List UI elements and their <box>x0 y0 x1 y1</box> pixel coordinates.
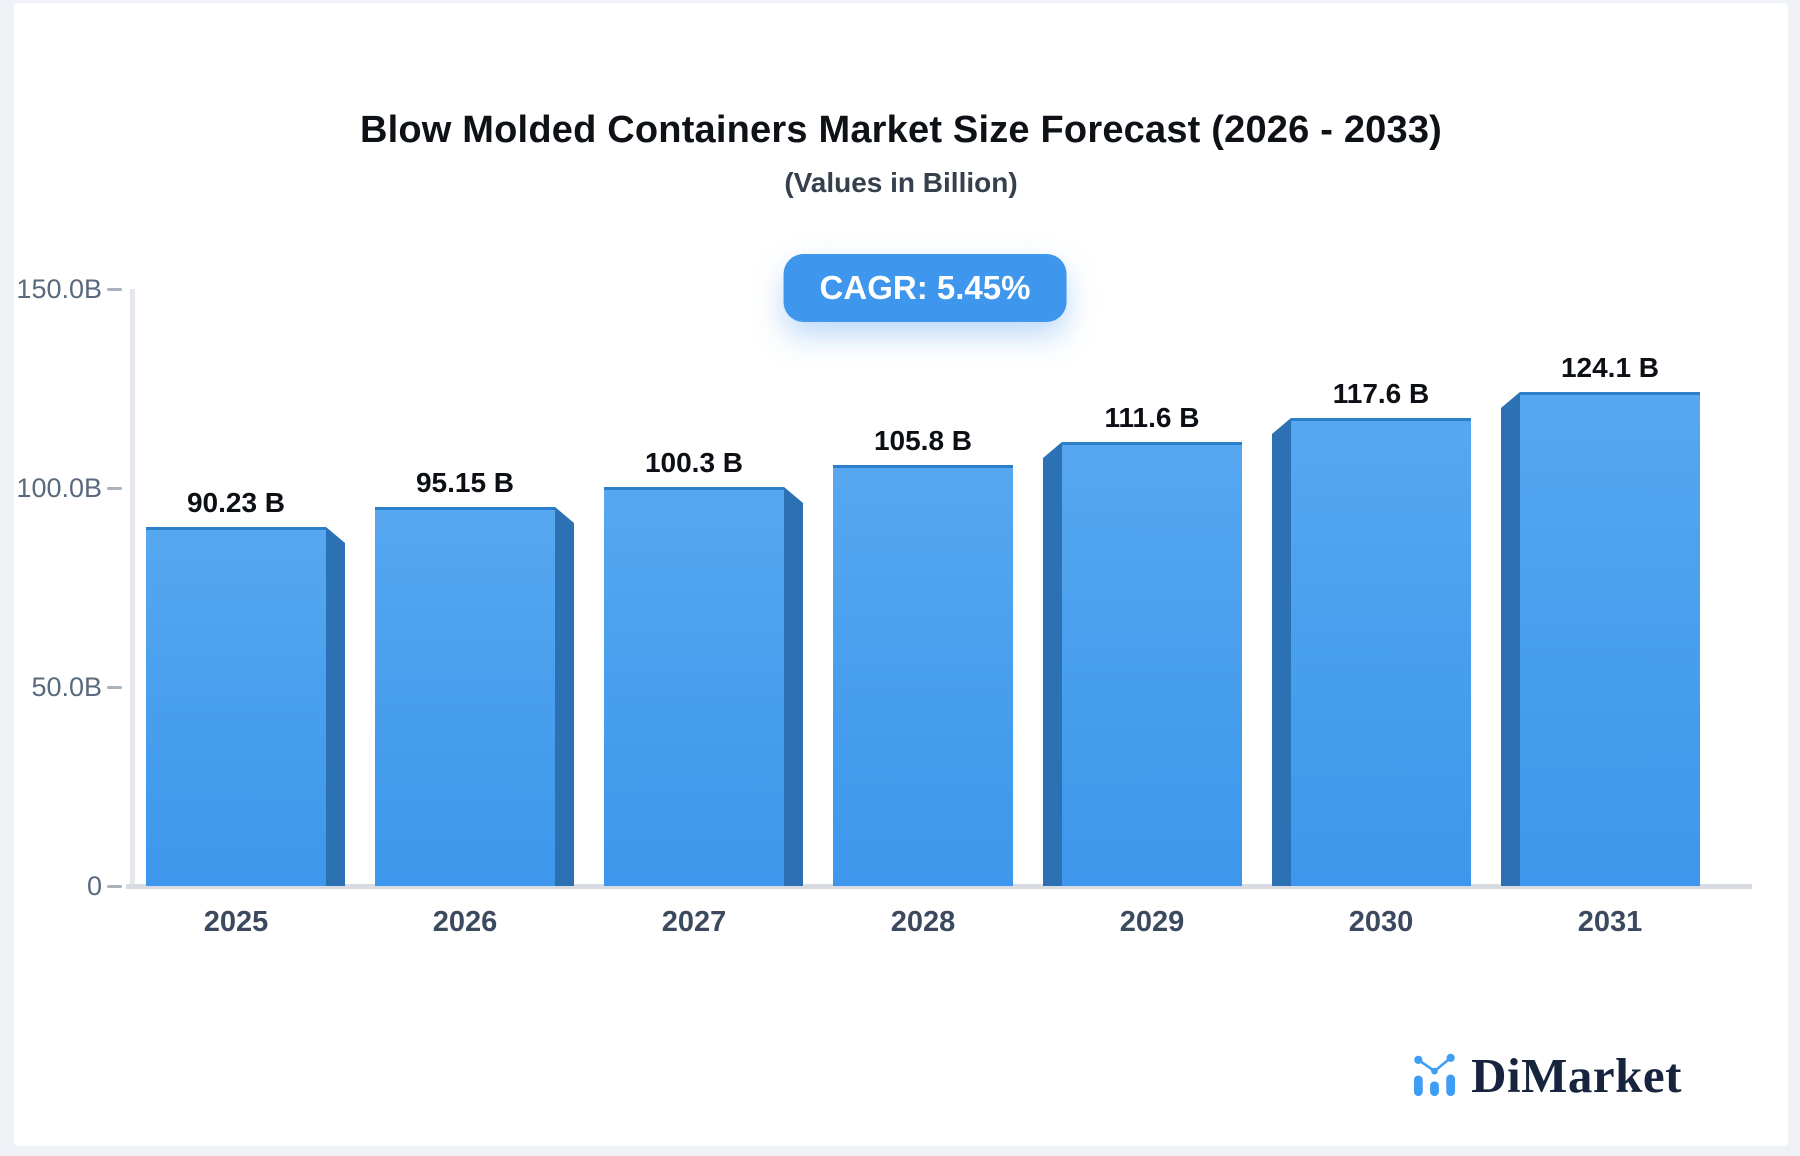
bar-value-label: 100.3 B <box>644 447 744 478</box>
y-tick-mark <box>107 487 122 490</box>
x-tick-label-2025: 2025 <box>203 906 269 938</box>
y-tick-mark <box>107 686 122 689</box>
plot-area: 150.0B 100.0B 50.0B 0 90.23 B 2025 95.15 B 2026… <box>14 3 1788 1146</box>
bar-2026: 95.15 B <box>375 467 574 886</box>
chart-card: Blow Molded Containers Market Size Forec… <box>14 3 1788 1146</box>
y-axis-line <box>130 289 135 886</box>
y-tick-mark <box>107 885 122 888</box>
bar-2029: 111.6 B <box>1043 402 1242 886</box>
bar-face <box>1062 442 1242 886</box>
y-tick-mark <box>107 288 122 291</box>
bar-2030: 117.6 B <box>1272 378 1471 886</box>
brand-logo: DiMarket <box>1411 1051 1682 1100</box>
brand-name: DiMarket <box>1471 1048 1682 1103</box>
bar-2025: 90.23 B <box>146 487 345 886</box>
bar-face <box>1520 392 1700 886</box>
chart-subtitle: (Values in Billion) <box>784 167 1018 198</box>
bar-value-label: 95.15 B <box>415 467 515 498</box>
bar-face <box>604 487 784 886</box>
bar-value-label: 117.6 B <box>1332 378 1430 409</box>
bar-value-label: 124.1 B <box>1560 352 1660 383</box>
bar-face <box>146 527 326 886</box>
bar-side-3d <box>326 527 345 886</box>
bar-2028: 105.8 B <box>833 425 1013 886</box>
x-tick-label-2031: 2031 <box>1577 906 1643 938</box>
bar-2031: 124.1 B <box>1501 352 1700 886</box>
y-tick-label-0: 0 <box>86 871 102 901</box>
bar-side-3d <box>1043 442 1062 886</box>
bar-side-3d <box>784 487 803 886</box>
x-tick-label-2027: 2027 <box>661 906 727 938</box>
bar-value-label: 111.6 B <box>1104 402 1200 433</box>
x-tick-label-2026: 2026 <box>432 906 498 938</box>
bar-side-3d <box>1272 418 1291 886</box>
x-tick-label-2029: 2029 <box>1119 906 1185 938</box>
bar-face <box>1291 418 1471 886</box>
bar-value-label: 105.8 B <box>873 425 973 456</box>
cagr-badge: CAGR: 5.45% <box>783 254 1067 322</box>
x-axis-line <box>126 884 1752 889</box>
y-tick-label-100.0B: 100.0B <box>16 473 102 503</box>
x-tick-label-2030: 2030 <box>1348 906 1414 938</box>
bar-side-3d <box>1501 392 1520 886</box>
x-tick-label-2028: 2028 <box>890 906 956 938</box>
bar-2027: 100.3 B <box>604 447 803 886</box>
chart-title: Blow Molded Containers Market Size Forec… <box>359 109 1443 151</box>
bar-chart-logo-icon <box>1411 1052 1458 1099</box>
bar-face <box>375 507 555 886</box>
bar-face <box>833 465 1013 886</box>
y-tick-label-50.0B: 50.0B <box>31 672 102 702</box>
y-tick-label-150.0B: 150.0B <box>16 274 102 304</box>
bar-value-label: 90.23 B <box>186 487 286 518</box>
bar-side-3d <box>555 507 574 886</box>
